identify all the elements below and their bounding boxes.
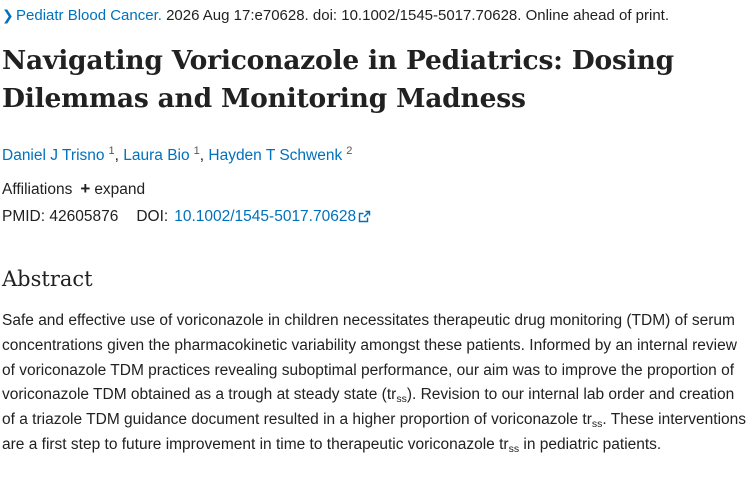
expand-label: expand xyxy=(94,181,146,198)
journal-link[interactable]: Pediatr Blood Cancer. xyxy=(16,7,162,24)
author-link-bio[interactable]: Laura Bio xyxy=(123,147,190,164)
abstract-text-4: in pediatric patients. xyxy=(519,435,662,453)
chevron-right-icon[interactable]: ❯ xyxy=(2,7,14,23)
article-title: Navigating Voriconazole in Pediatrics: D… xyxy=(2,45,675,114)
doi-label: DOI: xyxy=(136,208,169,225)
expand-affiliations-button[interactable]: + expand xyxy=(80,179,146,198)
pmid-value: 42605876 xyxy=(49,208,119,225)
affiliation-ref[interactable]: 1 xyxy=(193,145,200,157)
truncated-next-line xyxy=(2,492,462,500)
identifiers-row: PMID: 42605876 DOI: 10.1002/1545-5017.7062… xyxy=(2,206,371,228)
doi-link[interactable]: 10.1002/1545-5017.70628 xyxy=(174,208,371,225)
citation-line: ❯ Pediatr Blood Cancer. 2026 Aug 17:e7062… xyxy=(2,5,669,26)
affiliations-label: Affiliations xyxy=(2,181,73,198)
affiliation-ref[interactable]: 2 xyxy=(346,145,353,157)
pmid-label: PMID: xyxy=(2,208,46,225)
abstract-heading: Abstract xyxy=(2,267,93,291)
abstract-paragraph: Safe and effective use of voriconazole i… xyxy=(2,309,746,458)
abstract-text-1: Safe and effective use of voriconazole i… xyxy=(2,312,737,404)
affiliation-ref[interactable]: 1 xyxy=(108,145,115,157)
citation-details: 2026 Aug 17:e70628. doi: 10.1002/1545-50… xyxy=(161,7,670,24)
subscript: ss xyxy=(396,393,407,406)
doi-value: 10.1002/1545-5017.70628 xyxy=(174,208,357,225)
plus-icon: + xyxy=(80,179,91,198)
abstract-text-2: ). Revision to our internal lab order an… xyxy=(2,386,735,429)
subscript: ss xyxy=(508,442,520,455)
author-link-trisno[interactable]: Daniel J Trisno xyxy=(2,147,105,164)
abstract-text-3: . These interventions are a first step t… xyxy=(2,411,747,453)
author-list: Daniel J Trisno 1, Laura Bio 1, Hayden T S… xyxy=(2,145,353,164)
external-link-icon xyxy=(358,210,371,223)
affiliations-row: Affiliations + expand xyxy=(2,178,145,201)
author-link-schwenk[interactable]: Hayden T Schwenk xyxy=(208,147,343,164)
subscript: ss xyxy=(591,418,603,431)
